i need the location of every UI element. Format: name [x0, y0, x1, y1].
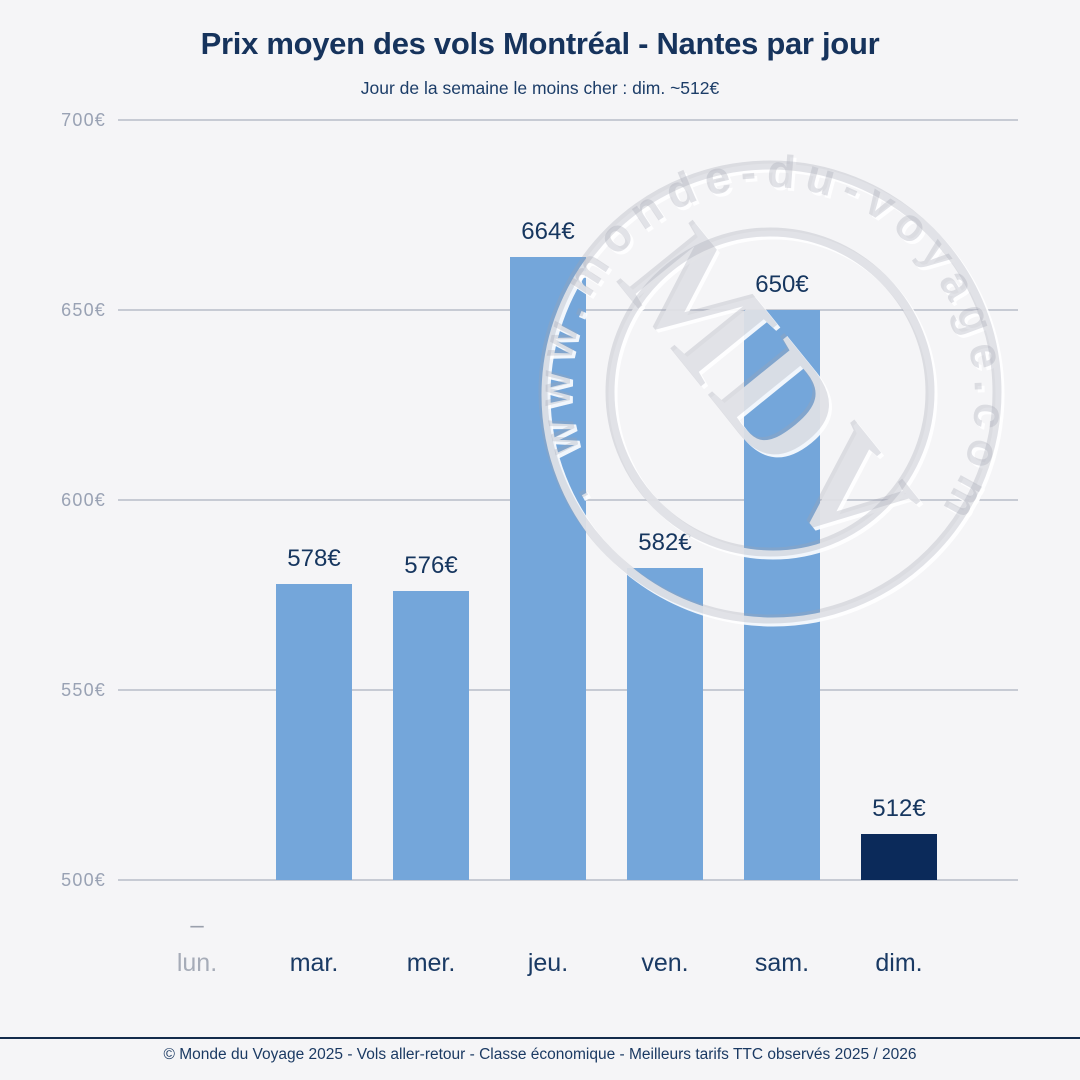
bar-dim [861, 834, 937, 880]
value-label-jeu: 664€ [521, 217, 575, 245]
chart-subtitle: Jour de la semaine le moins cher : dim. … [360, 78, 720, 98]
bar-chart: 700€ 650€ 600€ 550€ 500€ – lun. 578€ mar. 576€ mer… [61, 110, 1018, 977]
bar-ven [627, 568, 703, 880]
value-label-dim: 512€ [872, 795, 926, 823]
bar-sam [744, 310, 820, 880]
xtick-label-lun: lun. [176, 949, 218, 977]
bar-jeu [510, 256, 586, 880]
bar-mer [393, 591, 469, 880]
footer-divider [0, 1037, 1080, 1039]
value-label-mer: 576€ [404, 552, 458, 580]
ytick-label-500: 500€ [61, 870, 106, 890]
value-label-ven: 582€ [638, 529, 692, 557]
bar-mar [276, 583, 352, 880]
xtick-label-sam: sam. [754, 949, 810, 977]
value-label-mar: 578€ [287, 544, 341, 572]
xtick-label-ven: ven. [641, 949, 689, 977]
xtick-label-mer: mer. [406, 949, 456, 977]
footer-credit: © Monde du Voyage 2025 - Vols aller-reto… [163, 1046, 917, 1063]
ytick-label-600: 600€ [61, 490, 106, 510]
ytick-label-650: 650€ [61, 300, 106, 320]
page-title: Prix moyen des vols Montréal - Nantes pa… [200, 26, 880, 61]
ytick-label-550: 550€ [61, 680, 106, 700]
value-label-sam: 650€ [755, 271, 809, 298]
xtick-label-dim: dim. [875, 949, 923, 977]
xtick-label-jeu: jeu. [527, 949, 569, 977]
ytick-label-700: 700€ [61, 110, 106, 130]
gridline-700 [118, 119, 1018, 121]
gridline-500 [118, 879, 1018, 881]
xtick-label-mar: mar. [289, 949, 339, 977]
no-data-marker-lun: – [190, 912, 204, 939]
